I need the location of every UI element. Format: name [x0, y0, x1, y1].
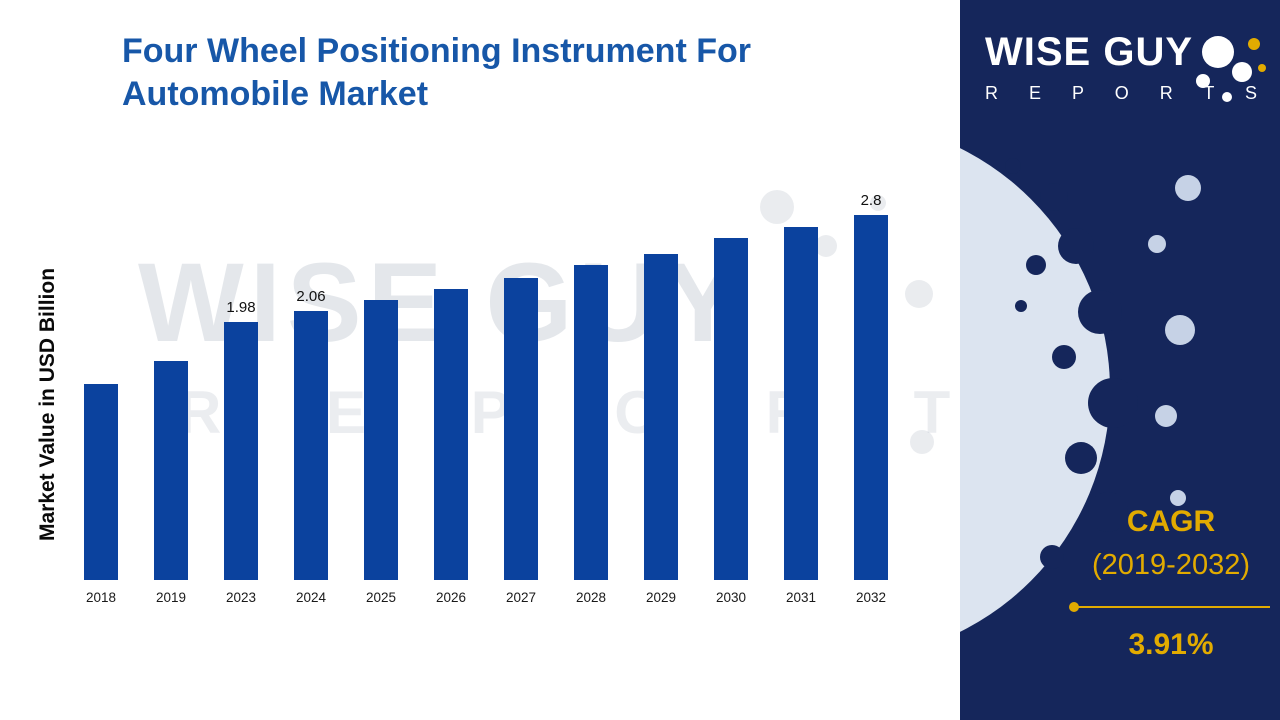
face-dot [1078, 290, 1122, 334]
logo-face-dot [1222, 92, 1232, 102]
bar [784, 227, 818, 580]
cagr-range: (2019-2032) [1092, 549, 1250, 581]
bar [854, 215, 888, 580]
y-axis-label: Market Value in USD Billion [36, 267, 59, 542]
bar-column-2018: 2018 [66, 135, 136, 605]
bar-column-2032: 2.8 2032 [836, 135, 906, 605]
bar [154, 361, 188, 580]
x-axis-tick-label: 2025 [365, 590, 397, 605]
bar-column-2019: 2019 [136, 135, 206, 605]
bar [574, 265, 608, 580]
face-dot-light [1165, 315, 1195, 345]
bar-plot: 2018 2019 1.98 2023 2.06 2024 2025 2026 2027 2028… [66, 135, 906, 605]
bar [714, 238, 748, 580]
chart-title: Four Wheel Positioning Instrument For Au… [122, 32, 751, 113]
face-dot [1065, 442, 1097, 474]
watermark-dot [760, 190, 794, 224]
face-dot-light [1155, 405, 1177, 427]
brand-sidebar: WISE GUY R E P O R T S CAGR (2019-2032) … [960, 0, 1280, 720]
face-dot [1040, 545, 1064, 569]
bar-value-label: 1.98 [226, 299, 256, 316]
face-dot [1052, 345, 1076, 369]
watermark-dot [870, 195, 886, 211]
x-axis-tick-label: 2029 [645, 590, 677, 605]
face-dot-light [1148, 235, 1166, 253]
logo-face-dot [1202, 36, 1234, 68]
x-axis-tick-label: 2026 [435, 590, 467, 605]
bar [224, 322, 258, 580]
watermark-dot [815, 235, 837, 257]
bar [294, 311, 328, 580]
x-axis-tick-label: 2028 [575, 590, 607, 605]
logo-wiseguy-text: WISE GUY [985, 30, 1194, 74]
bar-column-2024: 2.06 2024 [276, 135, 346, 605]
bar [434, 289, 468, 580]
face-dot [1058, 228, 1094, 264]
watermark-dot [905, 280, 933, 308]
bar-column-2025: 2025 [346, 135, 416, 605]
wise-guy-reports-logo: WISE GUY R E P O R T S [985, 30, 1270, 104]
bar-value-label: 2.06 [296, 288, 326, 305]
x-axis-tick-label: 2032 [855, 590, 887, 605]
x-axis-tick-label: 2018 [85, 590, 117, 605]
face-dot [1088, 492, 1128, 532]
bar [84, 384, 118, 580]
x-axis-tick-label: 2030 [715, 590, 747, 605]
x-axis-tick-label: 2031 [785, 590, 817, 605]
face-dot-light [1175, 175, 1201, 201]
bar [644, 254, 678, 580]
logo-face-dot [1258, 64, 1266, 72]
bar-value-label: 2.8 [860, 192, 882, 209]
bar-column-2026: 2026 [416, 135, 486, 605]
x-axis-tick-label: 2023 [225, 590, 257, 605]
x-axis-tick-label: 2019 [155, 590, 187, 605]
bar-column-2029: 2029 [626, 135, 696, 605]
face-dot [1005, 158, 1021, 174]
face-dot [1015, 300, 1027, 312]
logo-face-dot [1232, 62, 1252, 82]
watermark-dot [910, 430, 934, 454]
logo-reports-text: R E P O R T S [985, 83, 1271, 103]
bar-column-2023: 1.98 2023 [206, 135, 276, 605]
logo-face-dot [1196, 74, 1210, 88]
face-dot [1040, 183, 1068, 211]
cagr-value: 3.91% [1128, 628, 1214, 661]
x-axis-tick-label: 2027 [505, 590, 537, 605]
logo-face-dot [1248, 38, 1260, 50]
face-dot [1026, 255, 1046, 275]
face-dot [1088, 378, 1138, 428]
bar [504, 278, 538, 580]
bar-column-2028: 2028 [556, 135, 626, 605]
x-axis-tick-label: 2024 [295, 590, 327, 605]
bar-column-2027: 2027 [486, 135, 556, 605]
cagr-label: CAGR [1126, 505, 1216, 538]
cagr-divider [1069, 602, 1270, 612]
cagr-block: CAGR (2019-2032) 3.91% [1069, 505, 1270, 662]
bar-column-2030: 2030 [696, 135, 766, 605]
watermark-reports-text: R E P O R T S [178, 379, 1095, 446]
face-dot-light [1170, 490, 1186, 506]
bar-column-2031: 2031 [766, 135, 836, 605]
bar [364, 300, 398, 580]
